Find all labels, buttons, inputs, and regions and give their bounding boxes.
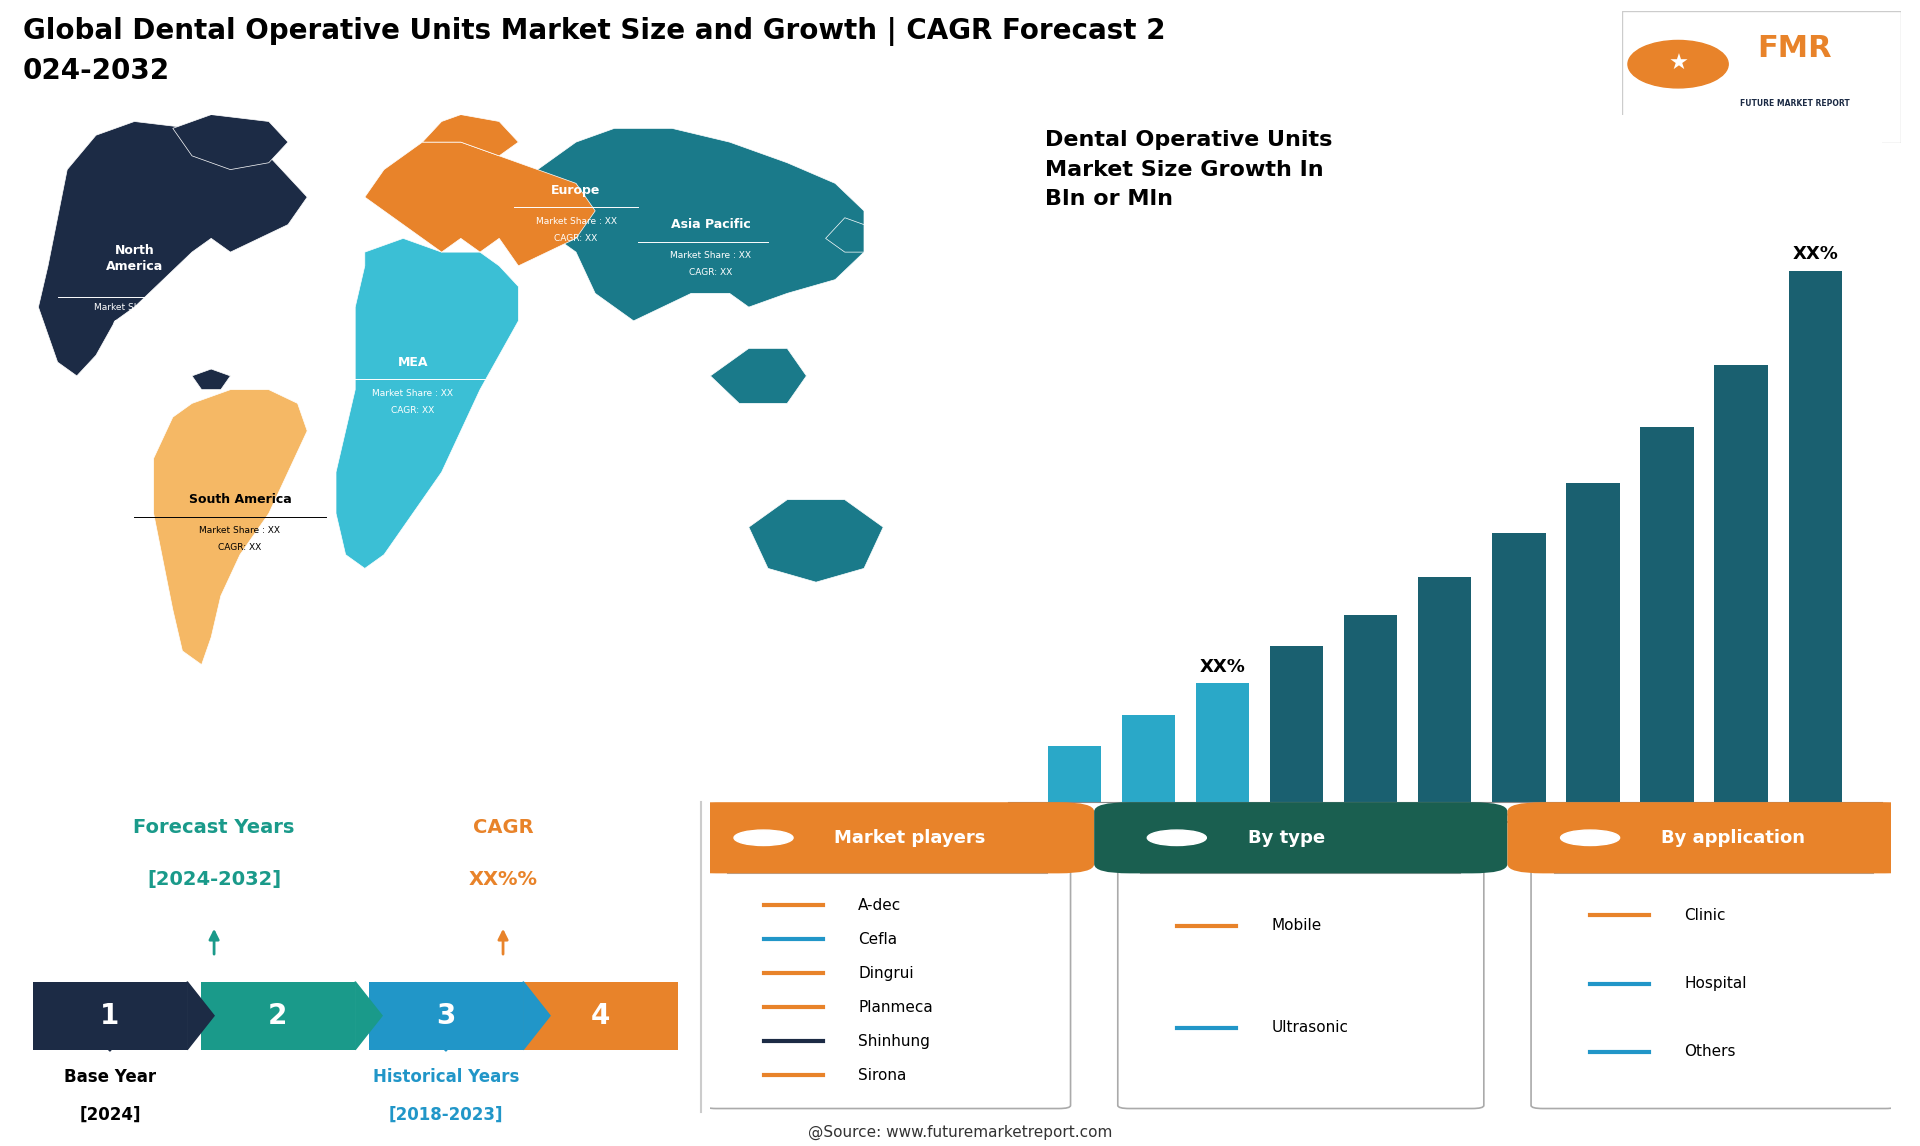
Text: Cefla: Cefla bbox=[858, 932, 897, 947]
Text: Mobile: Mobile bbox=[1271, 918, 1321, 933]
FancyBboxPatch shape bbox=[1094, 802, 1507, 873]
Circle shape bbox=[1148, 830, 1206, 846]
Text: Hospital: Hospital bbox=[1684, 976, 1747, 991]
Circle shape bbox=[733, 830, 793, 846]
Text: A-dec: A-dec bbox=[858, 897, 900, 912]
Polygon shape bbox=[186, 982, 213, 1050]
Text: [2018-2023]: [2018-2023] bbox=[388, 1106, 503, 1123]
FancyBboxPatch shape bbox=[522, 982, 678, 1050]
FancyBboxPatch shape bbox=[1530, 868, 1897, 1108]
Bar bbox=[1789, 270, 1841, 802]
Text: Dingrui: Dingrui bbox=[858, 966, 914, 981]
Text: Europe: Europe bbox=[551, 183, 601, 197]
FancyBboxPatch shape bbox=[369, 982, 522, 1050]
Text: Market Share : XX: Market Share : XX bbox=[372, 388, 453, 398]
Text: Forecast Years: Forecast Years bbox=[132, 817, 296, 837]
Text: CAGR: XX: CAGR: XX bbox=[219, 543, 261, 552]
FancyBboxPatch shape bbox=[1117, 868, 1484, 1108]
Text: MEA: MEA bbox=[397, 355, 428, 369]
Text: Shinhung: Shinhung bbox=[858, 1034, 929, 1049]
Polygon shape bbox=[38, 121, 307, 376]
Text: ★: ★ bbox=[1668, 54, 1688, 74]
Text: Ultrasonic: Ultrasonic bbox=[1271, 1020, 1348, 1035]
Polygon shape bbox=[826, 218, 864, 252]
Polygon shape bbox=[522, 982, 549, 1050]
Text: Clinic: Clinic bbox=[1684, 908, 1726, 923]
Text: Market players: Market players bbox=[835, 829, 985, 847]
FancyBboxPatch shape bbox=[682, 802, 1094, 873]
Polygon shape bbox=[518, 128, 864, 321]
Bar bbox=[1121, 715, 1175, 802]
Polygon shape bbox=[365, 142, 595, 266]
Text: Base Year: Base Year bbox=[63, 1068, 156, 1086]
FancyBboxPatch shape bbox=[1622, 11, 1901, 143]
Text: 3: 3 bbox=[436, 1002, 455, 1030]
Text: CAGR: XX: CAGR: XX bbox=[689, 268, 732, 277]
Polygon shape bbox=[749, 500, 883, 582]
Text: Historical Years: Historical Years bbox=[372, 1068, 518, 1086]
Text: Sirona: Sirona bbox=[858, 1068, 906, 1083]
Bar bbox=[1269, 646, 1323, 802]
Bar bbox=[1196, 683, 1250, 802]
Bar bbox=[1344, 614, 1398, 802]
Text: [2024-2032]: [2024-2032] bbox=[148, 870, 280, 889]
Text: Market Share : XX: Market Share : XX bbox=[200, 526, 280, 535]
Text: CAGR: CAGR bbox=[472, 817, 534, 837]
Text: 2: 2 bbox=[269, 1002, 288, 1030]
Text: CAGR: XX: CAGR: XX bbox=[392, 406, 434, 415]
FancyBboxPatch shape bbox=[705, 868, 1071, 1108]
Text: Market Share : XX: Market Share : XX bbox=[94, 303, 175, 312]
Text: North
America: North America bbox=[106, 244, 163, 274]
Text: 4: 4 bbox=[591, 1002, 611, 1030]
Text: Asia Pacific: Asia Pacific bbox=[670, 218, 751, 231]
Polygon shape bbox=[355, 982, 382, 1050]
Circle shape bbox=[1561, 830, 1620, 846]
Text: CAGR: XX: CAGR: XX bbox=[555, 234, 597, 243]
Text: By application: By application bbox=[1661, 829, 1805, 847]
Circle shape bbox=[1628, 40, 1728, 88]
Text: XX%: XX% bbox=[1791, 245, 1837, 264]
Polygon shape bbox=[336, 238, 518, 568]
FancyBboxPatch shape bbox=[1507, 802, 1920, 873]
Text: XX%: XX% bbox=[1200, 658, 1246, 676]
Polygon shape bbox=[422, 115, 518, 156]
Text: CAGR: XX: CAGR: XX bbox=[113, 320, 156, 329]
Polygon shape bbox=[192, 369, 230, 390]
Polygon shape bbox=[154, 390, 307, 665]
Text: By type: By type bbox=[1248, 829, 1325, 847]
Text: 1: 1 bbox=[100, 1002, 119, 1030]
Text: FUTURE MARKET REPORT: FUTURE MARKET REPORT bbox=[1740, 100, 1849, 108]
Text: XX%%: XX%% bbox=[468, 870, 538, 889]
Text: [2024]: [2024] bbox=[79, 1106, 140, 1123]
Text: Others: Others bbox=[1684, 1044, 1736, 1059]
Bar bbox=[1492, 533, 1546, 802]
Bar bbox=[1715, 364, 1768, 802]
Text: Market Share : XX: Market Share : XX bbox=[536, 217, 616, 226]
Bar bbox=[1567, 484, 1620, 802]
Text: @Source: www.futuremarketreport.com: @Source: www.futuremarketreport.com bbox=[808, 1125, 1112, 1140]
Bar bbox=[1640, 427, 1693, 802]
Text: Market Share : XX: Market Share : XX bbox=[670, 251, 751, 260]
Polygon shape bbox=[710, 348, 806, 403]
FancyBboxPatch shape bbox=[33, 982, 186, 1050]
Bar bbox=[1419, 578, 1471, 802]
Text: South America: South America bbox=[188, 493, 292, 507]
FancyBboxPatch shape bbox=[200, 982, 355, 1050]
Text: FMR: FMR bbox=[1757, 34, 1832, 63]
Text: Planmeca: Planmeca bbox=[858, 999, 933, 1015]
Text: Global Dental Operative Units Market Size and Growth | CAGR Forecast 2: Global Dental Operative Units Market Siz… bbox=[23, 17, 1165, 46]
Polygon shape bbox=[173, 115, 288, 170]
Text: 024-2032: 024-2032 bbox=[23, 57, 171, 85]
Bar bbox=[1048, 746, 1100, 802]
Text: Dental Operative Units
Market Size Growth In
Bln or Mln: Dental Operative Units Market Size Growt… bbox=[1044, 131, 1332, 210]
